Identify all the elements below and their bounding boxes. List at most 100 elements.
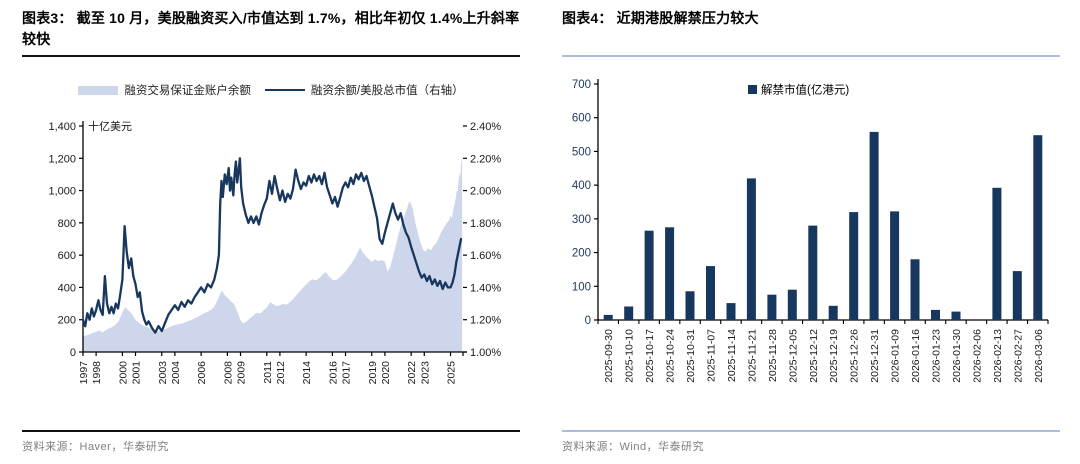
- y-tick-label: 100: [572, 281, 591, 293]
- figure-3-source: 资料来源：Haver，华泰研究: [22, 441, 169, 453]
- y2-tick-label: 1.20%: [470, 315, 501, 327]
- x-tick-label: 2025-11-28: [767, 329, 779, 382]
- figure-3-panel: 图表3： 截至 10 月，美股融资买入/市值达到 1.7%，相比年初仅 1.4%…: [22, 8, 520, 460]
- y-axis-unit-label: 十亿美元: [88, 119, 132, 133]
- y-tick-label: 1,400: [48, 121, 76, 133]
- x-tick-label: 2025-11-21: [746, 329, 758, 382]
- y-tick-label: 0: [585, 315, 591, 327]
- y2-tick-label: 1.80%: [470, 218, 501, 230]
- x-tick-label: 2025-12-19: [828, 329, 840, 383]
- x-tick-label: 2025-10-24: [665, 329, 677, 383]
- bar: [931, 309, 940, 320]
- figure-4-footer-rule: [562, 430, 1060, 432]
- x-tick-label: 2026-01-16: [910, 329, 922, 383]
- figure-4-footer: 资料来源：Wind，华泰研究: [562, 430, 1060, 454]
- bar: [951, 311, 961, 320]
- y-tick-label: 600: [58, 250, 76, 262]
- x-tick-label: 2026-01-23: [931, 329, 943, 383]
- line-legend-swatch: [264, 89, 305, 91]
- x-tick-label: 2003: [157, 361, 169, 385]
- bar: [828, 305, 838, 320]
- x-tick-label: 2025-10-10: [624, 329, 636, 383]
- y-tick-label: 1,000: [48, 186, 76, 198]
- x-tick-label: 2025-09-30: [603, 329, 615, 383]
- x-tick-label: 2000: [117, 361, 129, 385]
- x-tick-label: 1998: [91, 361, 103, 385]
- x-tick-label: 2008: [222, 361, 234, 385]
- bar: [726, 303, 736, 320]
- x-tick-label: 2011: [262, 361, 274, 384]
- y2-tick-label: 2.20%: [470, 153, 501, 165]
- bar: [992, 187, 1002, 320]
- bar: [624, 306, 634, 320]
- x-tick-label: 2025: [446, 361, 458, 385]
- figure-4-panel: 图表4： 近期港股解禁压力较大 0 100 200 300 400 500 600 700 20…: [562, 8, 1060, 460]
- figure-3-title: 图表3： 截至 10 月，美股融资买入/市值达到 1.7%，相比年初仅 1.4%…: [22, 10, 520, 48]
- y2-tick-label: 1.00%: [470, 347, 501, 359]
- bar: [1012, 271, 1022, 320]
- y-tick-label: 800: [58, 218, 76, 230]
- bar: [685, 291, 695, 320]
- figure-4-title-rule: [562, 55, 1060, 57]
- y2-tick-label: 2.40%: [470, 121, 501, 133]
- x-tick-label: 2025-12-31: [869, 329, 881, 383]
- x-tick-label: 2009: [236, 361, 248, 385]
- x-tick-label: 2025-12-05: [787, 329, 799, 383]
- y-tick-label: 300: [572, 214, 591, 226]
- figure-3-footer: 资料来源：Haver，华泰研究: [22, 430, 520, 454]
- bar: [665, 227, 675, 320]
- bar: [869, 131, 879, 320]
- bar: [849, 212, 859, 320]
- line-legend-label: 融资余额/美股总市值（右轴）: [310, 85, 464, 97]
- x-tick-label: 1997: [78, 361, 90, 385]
- y-tick-label: 400: [572, 180, 591, 192]
- x-tick-label: 2012: [275, 361, 287, 385]
- bar: [767, 294, 777, 320]
- y-tick-label: 600: [572, 113, 591, 125]
- y-tick-label: 500: [572, 146, 591, 158]
- x-tick-label: 2026-02-06: [971, 329, 983, 383]
- figure-4-title: 图表4： 近期港股解禁压力较大: [562, 10, 759, 26]
- x-tick-label: 2025-11-14: [726, 329, 738, 382]
- x-tick-label: 2026-01-30: [951, 329, 963, 383]
- area-legend-swatch: [78, 85, 119, 95]
- area-legend-label: 融资交易保证金账户余额: [124, 85, 251, 97]
- x-tick-label: 2025-12-12: [808, 329, 820, 383]
- x-tick-label: 2001: [131, 361, 143, 385]
- y-tick-label: 200: [572, 248, 591, 260]
- x-tick-label: 2026-03-06: [1033, 329, 1045, 383]
- bar: [706, 266, 715, 320]
- x-tick-label: 2026-01-09: [890, 329, 902, 383]
- x-tick-label: 2025-10-17: [644, 329, 656, 383]
- bar: [1033, 135, 1043, 320]
- x-tick-label: 2026-02-27: [1012, 329, 1024, 383]
- y-tick-label: 400: [58, 282, 76, 294]
- x-tick-label: 2025-10-31: [685, 329, 697, 383]
- bar-legend-swatch: [748, 85, 757, 94]
- unlock-value-chart: 0 100 200 300 400 500 600 700 2025-09-30 2025-10-…: [572, 79, 1049, 383]
- figure-3-legend: 融资交易保证金账户余额 融资余额/美股总市值（右轴）: [22, 82, 520, 98]
- y2-tick-label: 1.40%: [470, 282, 501, 294]
- x-tick-label: 2017: [341, 361, 353, 385]
- x-tick-label: 2006: [196, 361, 208, 385]
- margin-balance-chart: 0 200 400 600 800 1,000 1,200 1,400 1.00% 1.20% 1.…: [48, 119, 501, 385]
- x-tick-label: 2023: [419, 361, 431, 385]
- bar: [787, 289, 797, 320]
- figure-4-source: 资料来源：Wind，华泰研究: [562, 441, 705, 453]
- x-tick-label: 2025-11-07: [706, 329, 718, 382]
- x-tick-label: 2004: [170, 361, 182, 385]
- bar: [746, 178, 756, 320]
- bar: [644, 230, 654, 320]
- x-tick-label: 2020: [380, 361, 392, 385]
- figure-3-footer-rule: [22, 430, 520, 432]
- area-series-margin-balance: [83, 157, 463, 352]
- x-tick-label: 2026-02-13: [992, 329, 1004, 383]
- bar: [603, 314, 613, 320]
- y-tick-label: 700: [572, 79, 591, 91]
- y2-tick-label: 1.60%: [470, 250, 501, 262]
- y-tick-label: 200: [58, 315, 76, 327]
- legend-item-line: 融资余额/美股总市值（右轴）: [264, 82, 464, 98]
- bar-legend-label: 解禁市值(亿港元): [761, 83, 849, 97]
- x-tick-label: 2022: [406, 361, 418, 385]
